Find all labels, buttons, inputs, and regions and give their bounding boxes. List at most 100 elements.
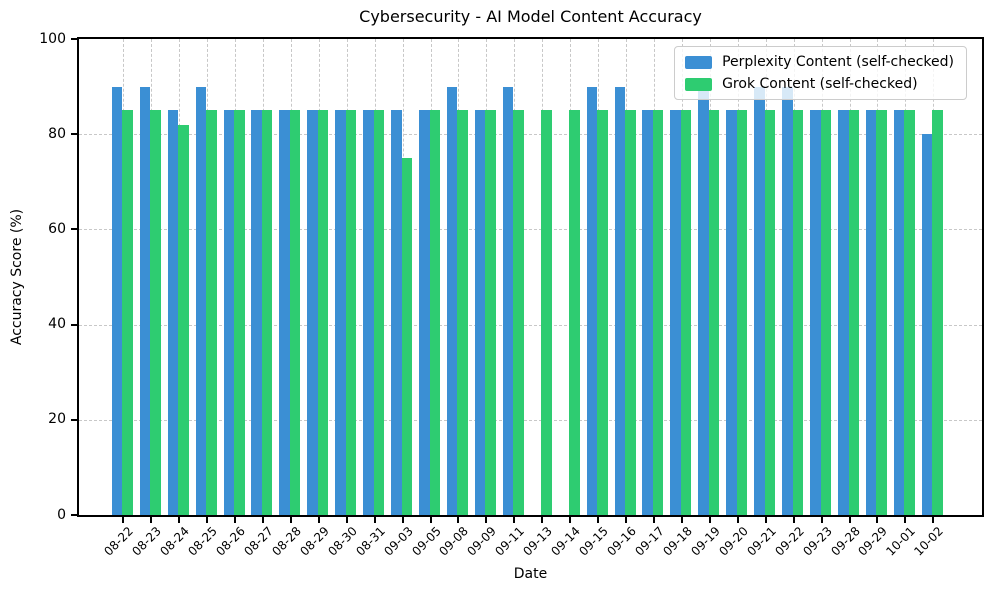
bar-perplexity-10-01 — [893, 110, 905, 515]
legend-label-grok: Grok Content (self-checked) — [722, 76, 918, 92]
legend-entry-grok: Grok Content (self-checked) — [685, 76, 954, 92]
bar-grok-09-13 — [541, 110, 552, 515]
bar-grok-10-01 — [904, 110, 915, 515]
bar-perplexity-09-11 — [502, 86, 514, 515]
x-axis-label: Date — [513, 566, 548, 582]
x-tick-mark-08-29 — [317, 517, 320, 523]
bar-perplexity-09-17 — [642, 110, 653, 515]
x-tick-mark-08-26 — [234, 517, 237, 523]
y-tick-label-60: 60 — [48, 220, 66, 237]
y-tick-mark-60 — [71, 228, 77, 231]
bar-perplexity-09-05 — [419, 110, 430, 515]
x-tick-mark-09-29 — [876, 517, 879, 523]
x-tick-mark-09-28 — [848, 517, 851, 523]
legend-entry-perplexity: Perplexity Content (self-checked) — [685, 54, 954, 70]
gridline-y-80 — [79, 134, 982, 136]
x-tick-mark-09-03 — [401, 517, 404, 523]
x-tick-mark-10-02 — [932, 517, 935, 523]
x-tick-mark-10-01 — [904, 517, 907, 523]
x-tick-mark-08-31 — [373, 517, 376, 523]
gridline-y-40 — [79, 324, 982, 326]
bar-grok-09-21 — [764, 110, 776, 515]
bar-grok-08-26 — [234, 110, 245, 515]
y-axis-label: Accuracy Score (%) — [9, 208, 25, 346]
bar-perplexity-09-08 — [446, 86, 458, 515]
y-tick-label-20: 20 — [48, 411, 66, 428]
bar-grok-09-09 — [485, 110, 496, 515]
bar-perplexity-08-24 — [167, 110, 179, 515]
x-tick-mark-09-11 — [513, 517, 516, 523]
bar-perplexity-08-26 — [223, 110, 235, 515]
legend: Perplexity Content (self-checked) Grok C… — [674, 46, 967, 100]
legend-swatch-perplexity — [685, 55, 713, 69]
bar-grok-09-28 — [848, 110, 859, 515]
plot-area: Perplexity Content (self-checked) Grok C… — [77, 37, 984, 517]
x-tick-mark-09-21 — [764, 517, 767, 523]
gridline-y-60 — [79, 229, 982, 231]
bar-perplexity-09-28 — [838, 110, 849, 515]
y-tick-mark-40 — [71, 323, 77, 326]
x-tick-mark-08-25 — [206, 517, 209, 523]
x-tick-mark-09-13 — [541, 517, 544, 523]
bar-grok-09-23 — [820, 110, 832, 515]
bar-perplexity-08-25 — [195, 86, 207, 515]
bar-grok-09-17 — [652, 110, 664, 515]
bar-grok-09-14 — [569, 110, 580, 515]
bar-perplexity-09-16 — [614, 86, 626, 515]
bar-grok-09-19 — [708, 110, 720, 515]
x-tick-mark-09-08 — [457, 517, 460, 523]
bar-perplexity-08-29 — [307, 110, 318, 515]
chart-title: Cybersecurity - AI Model Content Accurac… — [359, 7, 702, 26]
bar-grok-08-28 — [289, 110, 301, 515]
x-tick-mark-08-28 — [289, 517, 292, 523]
bar-perplexity-08-28 — [279, 110, 290, 515]
y-tick-label-40: 40 — [48, 316, 66, 333]
x-tick-mark-09-16 — [625, 517, 628, 523]
bar-perplexity-09-22 — [782, 86, 793, 515]
bar-grok-09-15 — [597, 110, 608, 515]
bar-grok-09-03 — [401, 158, 413, 515]
bar-grok-08-30 — [345, 110, 357, 515]
bar-perplexity-08-30 — [335, 110, 346, 515]
bar-grok-08-31 — [373, 110, 385, 515]
bar-perplexity-09-21 — [754, 86, 765, 515]
y-tick-mark-100 — [71, 38, 77, 40]
bar-grok-08-22 — [122, 110, 133, 515]
y-tick-mark-0 — [71, 514, 77, 516]
bar-grok-09-18 — [680, 110, 692, 515]
x-tick-mark-09-15 — [597, 517, 600, 523]
bar-grok-08-23 — [150, 110, 161, 515]
x-tick-mark-09-14 — [569, 517, 572, 523]
y-tick-label-0: 0 — [57, 506, 66, 523]
x-tick-mark-09-23 — [820, 517, 823, 523]
bar-grok-09-11 — [513, 110, 524, 515]
bar-perplexity-08-22 — [111, 86, 123, 515]
bar-perplexity-09-20 — [726, 110, 737, 515]
bar-perplexity-10-02 — [921, 134, 933, 515]
bar-perplexity-08-31 — [363, 110, 374, 515]
x-tick-mark-08-27 — [261, 517, 264, 523]
bar-perplexity-09-03 — [391, 110, 402, 515]
legend-swatch-grok — [685, 77, 713, 91]
bar-perplexity-09-09 — [474, 110, 486, 515]
bar-grok-09-29 — [876, 110, 887, 515]
bar-grok-09-05 — [429, 110, 441, 515]
bar-perplexity-08-27 — [251, 110, 262, 515]
bar-grok-08-24 — [178, 124, 189, 515]
bar-perplexity-09-18 — [670, 110, 681, 515]
bar-grok-10-02 — [932, 110, 943, 515]
gridline-y-20 — [79, 419, 982, 421]
y-tick-label-80: 80 — [48, 125, 66, 142]
x-tick-mark-09-20 — [736, 517, 739, 523]
bar-perplexity-09-23 — [810, 110, 821, 515]
x-tick-mark-09-05 — [429, 517, 432, 523]
bar-grok-08-27 — [261, 110, 273, 515]
x-tick-mark-08-30 — [345, 517, 348, 523]
bar-perplexity-09-19 — [698, 86, 709, 515]
bar-perplexity-09-15 — [586, 86, 598, 515]
bar-perplexity-08-23 — [139, 86, 151, 515]
bar-grok-08-25 — [206, 110, 217, 515]
y-tick-mark-80 — [71, 133, 77, 136]
bar-grok-09-08 — [457, 110, 468, 515]
x-tick-mark-09-19 — [708, 517, 711, 523]
